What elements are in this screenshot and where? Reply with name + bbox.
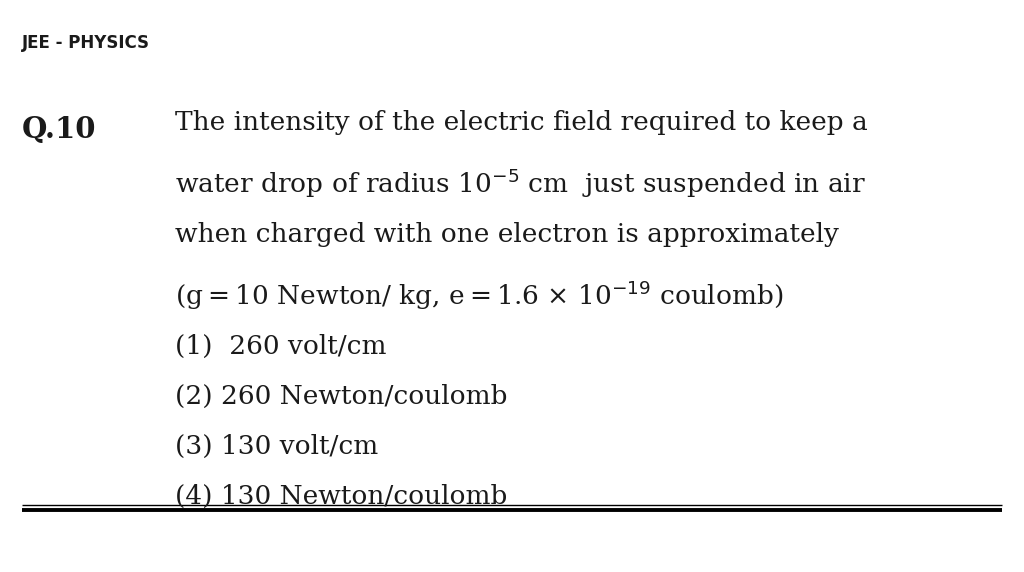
Text: (1)  260 volt/cm: (1) 260 volt/cm — [175, 334, 386, 359]
Text: (g = 10 Newton/ kg, e = 1.6 × 10$^{-19}$ coulomb): (g = 10 Newton/ kg, e = 1.6 × 10$^{-19}$… — [175, 278, 783, 312]
Text: (2) 260 Newton/coulomb: (2) 260 Newton/coulomb — [175, 384, 508, 409]
Text: when charged with one electron is approximately: when charged with one electron is approx… — [175, 222, 839, 247]
Text: (3) 130 volt/cm: (3) 130 volt/cm — [175, 434, 378, 459]
Text: JEE - PHYSICS: JEE - PHYSICS — [22, 34, 150, 52]
Text: The intensity of the electric field required to keep a: The intensity of the electric field requ… — [175, 110, 867, 135]
Text: water drop of radius 10$^{-5}$ cm  just suspended in air: water drop of radius 10$^{-5}$ cm just s… — [175, 166, 866, 200]
Text: (4) 130 Newton/coulomb: (4) 130 Newton/coulomb — [175, 484, 507, 509]
Text: Q.10: Q.10 — [22, 115, 96, 144]
